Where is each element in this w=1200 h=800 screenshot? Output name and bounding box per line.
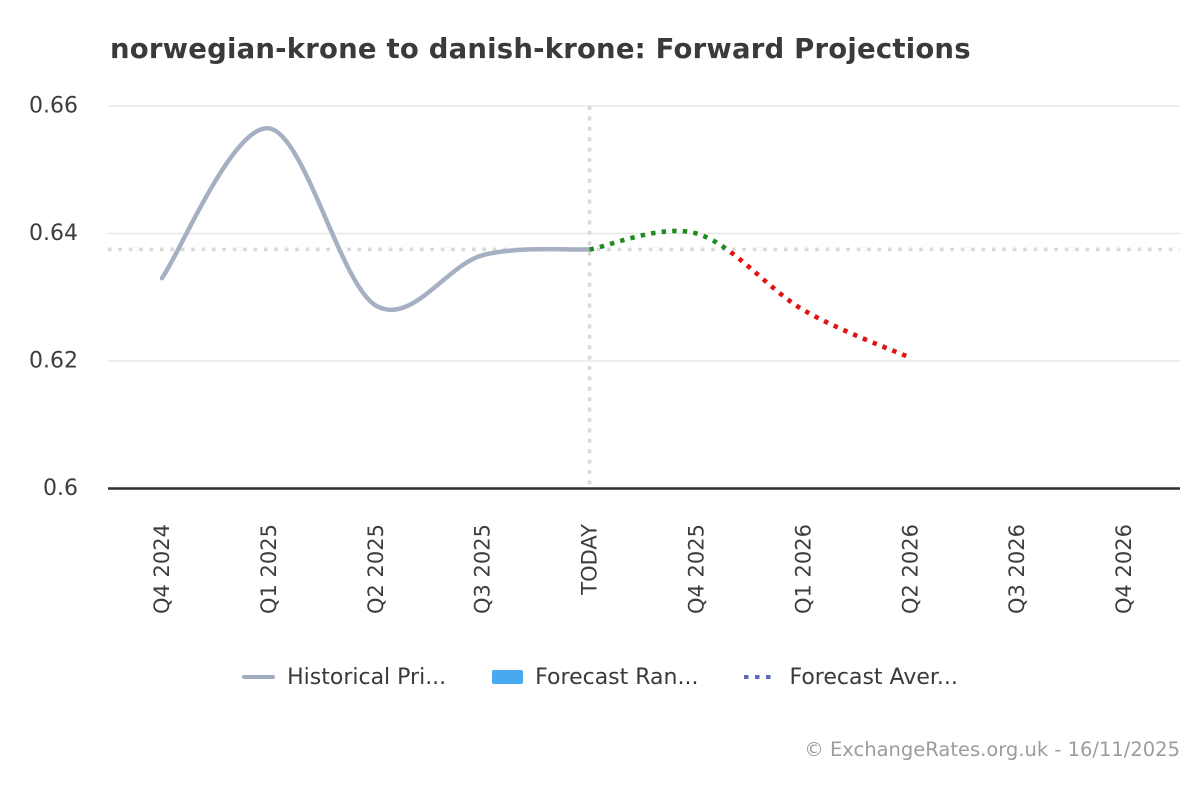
forecast-average-line-falling — [728, 247, 912, 360]
x-tick-label: Q4 2026 — [1112, 524, 1136, 614]
legend-item-forecast-range[interactable]: Forecast Ran... — [492, 665, 698, 690]
legend-label-historical-price: Historical Pri... — [287, 664, 447, 690]
legend-item-historical-price[interactable]: Historical Pri... — [242, 665, 446, 690]
legend-label-forecast-average: Forecast Aver... — [789, 664, 958, 690]
chart-legend: Historical Pri... Forecast Ran... Foreca… — [0, 658, 1200, 696]
forecast-average-dotted-swatch-icon — [744, 674, 778, 680]
y-tick-label: 0.66 — [29, 94, 78, 119]
y-tick-label: 0.62 — [29, 349, 78, 374]
x-tick-label: Q1 2026 — [791, 524, 815, 614]
forecast-range-swatch-icon — [492, 670, 524, 684]
y-tick-label: 0.64 — [29, 221, 78, 246]
x-tick-label: Q4 2025 — [685, 524, 709, 614]
x-tick-label: Q2 2025 — [364, 524, 388, 614]
legend-label-forecast-range: Forecast Ran... — [535, 664, 699, 690]
x-tick-label: Q2 2026 — [898, 524, 922, 614]
x-tick-label: Q1 2025 — [257, 524, 281, 614]
y-tick-label: 0.6 — [43, 476, 78, 501]
x-tick-label: Q3 2025 — [471, 524, 495, 614]
copyright-text: © ExchangeRates.org.uk - 16/11/2025 — [804, 738, 1180, 761]
x-tick-label: Q4 2024 — [150, 524, 174, 614]
forecast-average-line-rising — [589, 228, 729, 254]
historical-price-line — [159, 126, 592, 313]
x-tick-label: Q3 2026 — [1005, 524, 1029, 614]
chart-title: norwegian-krone to danish-krone: Forward… — [110, 33, 971, 65]
x-tick-label: TODAY — [578, 524, 602, 596]
legend-item-forecast-average[interactable]: Forecast Aver... — [744, 664, 958, 690]
historical-price-line-swatch-icon — [242, 674, 276, 680]
